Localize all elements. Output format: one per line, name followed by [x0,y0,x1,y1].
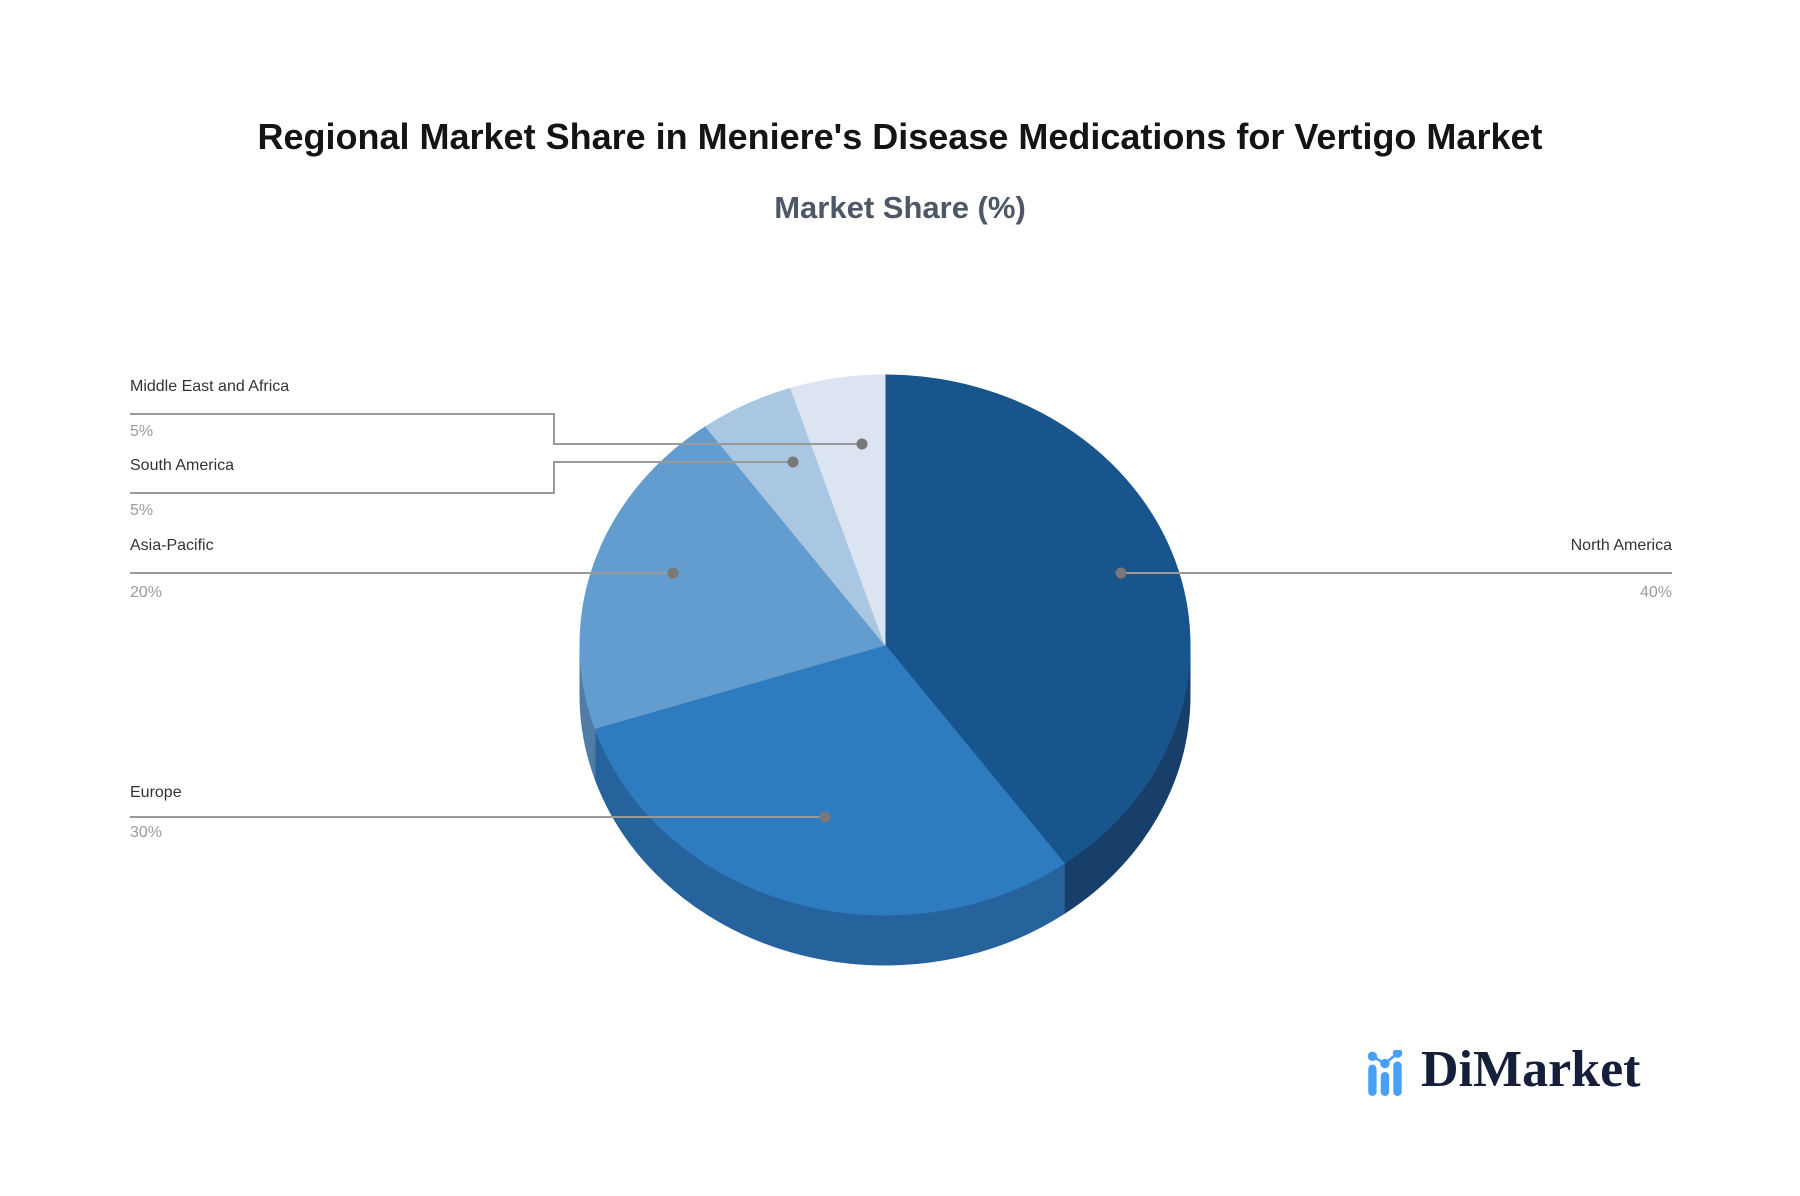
callout-label-asia-pacific: Asia-Pacific [130,537,214,554]
bar-line-chart-icon [1367,1050,1403,1096]
leader-line [130,413,862,445]
pie-slice-shape [884,374,1191,865]
callout-label-middle-east-and-africa: Middle East and Africa [130,378,290,395]
callout-value-south-america: 5% [130,502,154,519]
leader-dot [667,567,679,579]
chart-title: Regional Market Share in Meniere's Disea… [257,116,1543,157]
dimarket-logo: DiMarket [1363,1040,1640,1096]
callout-label-north-america: North America [1570,537,1672,554]
leader-dot [1115,567,1127,579]
chart-subtitle: Market Share (%) [774,190,1026,225]
callout-value-middle-east-and-africa: 5% [130,423,154,440]
leader-line [130,461,793,494]
callout-label-south-america: South America [130,457,235,474]
callout-label-europe: Europe [130,784,182,801]
callout-value-europe: 30% [130,824,163,841]
leader-dot [856,438,868,450]
pie-slice-shape [594,644,1066,916]
leader-dot [819,811,831,823]
pie-slice-shape [579,425,886,730]
logo-text: DiMarket [1421,1041,1641,1098]
callout-value-north-america: 40% [1639,584,1672,601]
callout-value-asia-pacific: 20% [130,584,163,601]
leader-dot [787,456,799,468]
